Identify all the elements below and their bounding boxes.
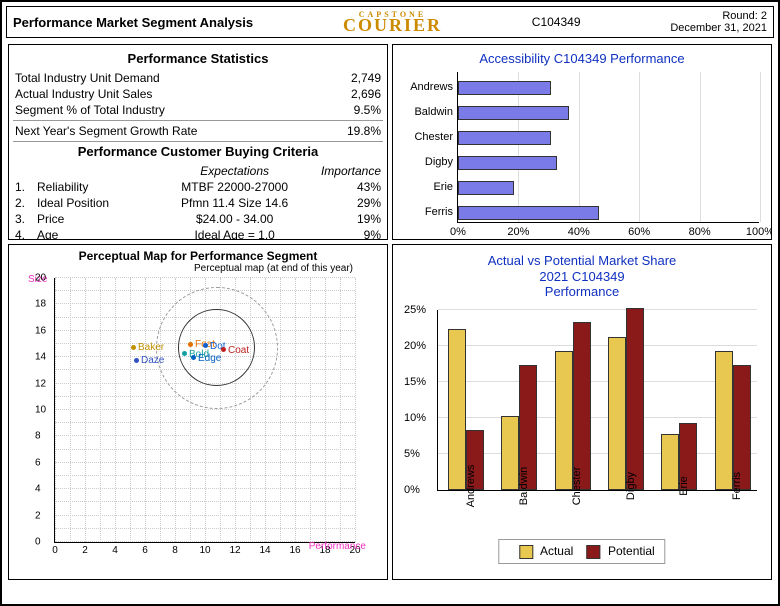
pmap-product: Coat bbox=[221, 345, 249, 356]
accessibility-panel: Accessibility C104349 Performance 0%20%4… bbox=[392, 44, 772, 240]
accessibility-bar bbox=[458, 181, 514, 195]
legend-swatch-actual bbox=[519, 545, 533, 559]
criteria-name: Ideal Position bbox=[35, 195, 150, 211]
accessibility-bar bbox=[458, 106, 569, 120]
pmap-product: Daze bbox=[134, 355, 164, 366]
criteria-expectation: Pfmn 11.4 Size 14.6 bbox=[150, 195, 319, 211]
report-header: Performance Market Segment Analysis CAPS… bbox=[6, 6, 774, 38]
accessibility-bar-label: Chester bbox=[398, 131, 453, 143]
stats-title: Performance Statistics bbox=[13, 51, 383, 66]
ms-bar-actual bbox=[501, 416, 519, 490]
market-share-panel: Actual vs Potential Market Share 2021 C1… bbox=[392, 244, 772, 580]
ms-xlabel: Chester bbox=[571, 467, 583, 506]
accessibility-bar-label: Baldwin bbox=[398, 106, 453, 118]
perceptual-map-panel: Perceptual Map for Performance Segment P… bbox=[8, 244, 388, 580]
criteria-importance: 19% bbox=[319, 211, 383, 227]
criteria-name: Reliability bbox=[35, 179, 150, 195]
accessibility-chart: 0%20%40%60%80%100%AndrewsBaldwinChesterD… bbox=[457, 72, 759, 223]
ms-bar-actual bbox=[555, 351, 573, 490]
report-page: Performance Market Segment Analysis CAPS… bbox=[0, 0, 780, 606]
stats-table: Total Industry Unit Demand2,749Actual In… bbox=[13, 70, 383, 118]
stat-label: Actual Industry Unit Sales bbox=[13, 86, 316, 102]
ms-bar-actual bbox=[448, 329, 466, 489]
pmap-x-axis-label: Performance bbox=[309, 541, 366, 552]
growth-row: Next Year's Segment Growth Rate19.8% bbox=[13, 123, 383, 139]
criteria-expectation: $24.00 - 34.00 bbox=[150, 211, 319, 227]
criteria-table: Expectations Importance 1.ReliabilityMTB… bbox=[13, 163, 383, 240]
accessibility-bar-label: Digby bbox=[398, 156, 453, 168]
criteria-name: Age bbox=[35, 227, 150, 240]
accessibility-bar bbox=[458, 81, 551, 95]
stat-label: Segment % of Total Industry bbox=[13, 102, 316, 118]
ms-bar-actual bbox=[608, 337, 626, 490]
report-title: Performance Market Segment Analysis bbox=[13, 15, 253, 30]
ms-bar-actual bbox=[661, 434, 679, 490]
criteria-importance: 9% bbox=[319, 227, 383, 240]
accessibility-bar bbox=[458, 206, 599, 220]
ms-bar-potential bbox=[573, 322, 591, 490]
criteria-title: Performance Customer Buying Criteria bbox=[13, 144, 383, 159]
criteria-importance: 43% bbox=[319, 179, 383, 195]
stat-value: 2,749 bbox=[316, 70, 383, 86]
stats-panel: Performance Statistics Total Industry Un… bbox=[8, 44, 388, 240]
ms-bar-actual bbox=[715, 351, 733, 490]
criteria-name: Price bbox=[35, 211, 150, 227]
market-share-chart: 0%5%10%15%20%25%AndrewsBaldwinChesterDig… bbox=[437, 310, 757, 491]
stat-label: Total Industry Unit Demand bbox=[13, 70, 316, 86]
pmap-product: Edge bbox=[191, 353, 221, 364]
accessibility-bar-label: Ferris bbox=[398, 206, 453, 218]
pmap-title: Perceptual Map for Performance Segment bbox=[13, 249, 383, 263]
header-meta: Round: 2 December 31, 2021 bbox=[670, 10, 767, 34]
accessibility-bar bbox=[458, 156, 557, 170]
brand-logo: CAPSTONE COURIER bbox=[343, 12, 442, 33]
ms-xlabel: Baldwin bbox=[518, 467, 530, 506]
accessibility-title: Accessibility C104349 Performance bbox=[397, 51, 767, 66]
legend-swatch-potential bbox=[587, 545, 601, 559]
accessibility-bar bbox=[458, 131, 551, 145]
ms-xlabel: Ferris bbox=[731, 472, 743, 500]
ms-xlabel: Digby bbox=[625, 472, 637, 500]
header-code: C104349 bbox=[532, 15, 581, 29]
criteria-expectation: MTBF 22000-27000 bbox=[150, 179, 319, 195]
stat-value: 9.5% bbox=[316, 102, 383, 118]
criteria-expectation: Ideal Age = 1.0 bbox=[150, 227, 319, 240]
accessibility-bar-label: Andrews bbox=[398, 81, 453, 93]
ms-xlabel: Erie bbox=[678, 476, 690, 496]
market-share-legend: Actual Potential bbox=[498, 539, 665, 564]
accessibility-bar-label: Erie bbox=[398, 181, 453, 193]
pmap-product: Baker bbox=[131, 342, 164, 353]
pmap-subtitle: Perceptual map (at end of this year) bbox=[13, 263, 383, 274]
market-share-title: Actual vs Potential Market Share 2021 C1… bbox=[397, 253, 767, 300]
perceptual-map: Size 0022446688101012121414161618182020F… bbox=[28, 274, 368, 564]
ms-bar-potential bbox=[626, 308, 644, 490]
stat-value: 2,696 bbox=[316, 86, 383, 102]
ms-xlabel: Andrews bbox=[465, 464, 477, 507]
criteria-importance: 29% bbox=[319, 195, 383, 211]
